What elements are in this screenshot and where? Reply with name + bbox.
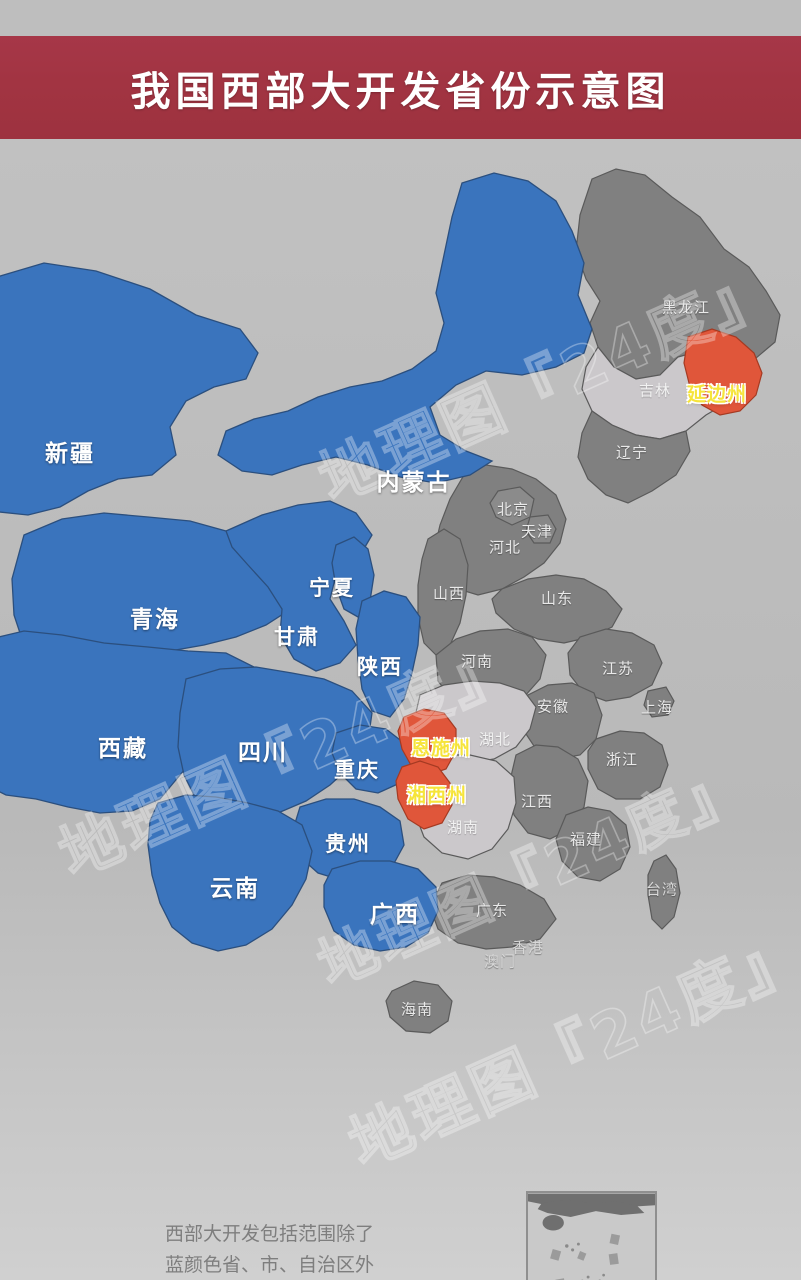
title-banner: 我国西部大开发省份示意图 bbox=[0, 36, 801, 139]
china-map-svg bbox=[0, 139, 801, 1280]
province-liaoning bbox=[577, 410, 691, 504]
page-title: 我国西部大开发省份示意图 bbox=[130, 68, 671, 115]
province-jiangsu bbox=[567, 628, 663, 702]
caption-line: 西部大开发包括范围除了 bbox=[165, 1223, 375, 1245]
province-guangxi bbox=[323, 860, 439, 952]
south-china-sea-inset bbox=[526, 1191, 657, 1280]
province-tianjin bbox=[525, 514, 557, 544]
caption-block: 西部大开发包括范围除了 蓝颜色省、市、自治区外 还包括3个享受西部大开发 政策的… bbox=[165, 1219, 495, 1280]
province-hainan bbox=[385, 980, 453, 1034]
province-innermongolia bbox=[217, 172, 593, 484]
inset-svg bbox=[528, 1193, 655, 1280]
province-guangdong bbox=[429, 874, 557, 950]
prefectures-layer bbox=[395, 328, 763, 830]
province-yunnan bbox=[147, 794, 313, 952]
prefecture-xiangxi bbox=[395, 760, 453, 830]
map-canvas: 地理图『24度』 地理图『24度』 地理图『24度』 地理图『24度』 黑龙江吉… bbox=[0, 139, 801, 1280]
top-strip bbox=[0, 0, 801, 36]
province-sichuan bbox=[177, 666, 373, 820]
province-fujian bbox=[555, 806, 631, 882]
province-zhejiang bbox=[587, 730, 669, 800]
province-taiwan bbox=[647, 854, 681, 930]
province-shaanxi bbox=[355, 590, 421, 718]
prefecture-yanbian bbox=[683, 328, 763, 416]
west-provinces-layer bbox=[0, 172, 593, 952]
province-shanghai bbox=[643, 686, 675, 718]
province-gansu bbox=[225, 500, 373, 672]
other-provinces-layer bbox=[385, 168, 781, 1034]
province-beijing bbox=[489, 486, 535, 526]
province-xinjiang bbox=[0, 262, 259, 516]
caption-line: 蓝颜色省、市、自治区外 bbox=[165, 1253, 375, 1276]
prefecture-enshi bbox=[397, 708, 457, 776]
